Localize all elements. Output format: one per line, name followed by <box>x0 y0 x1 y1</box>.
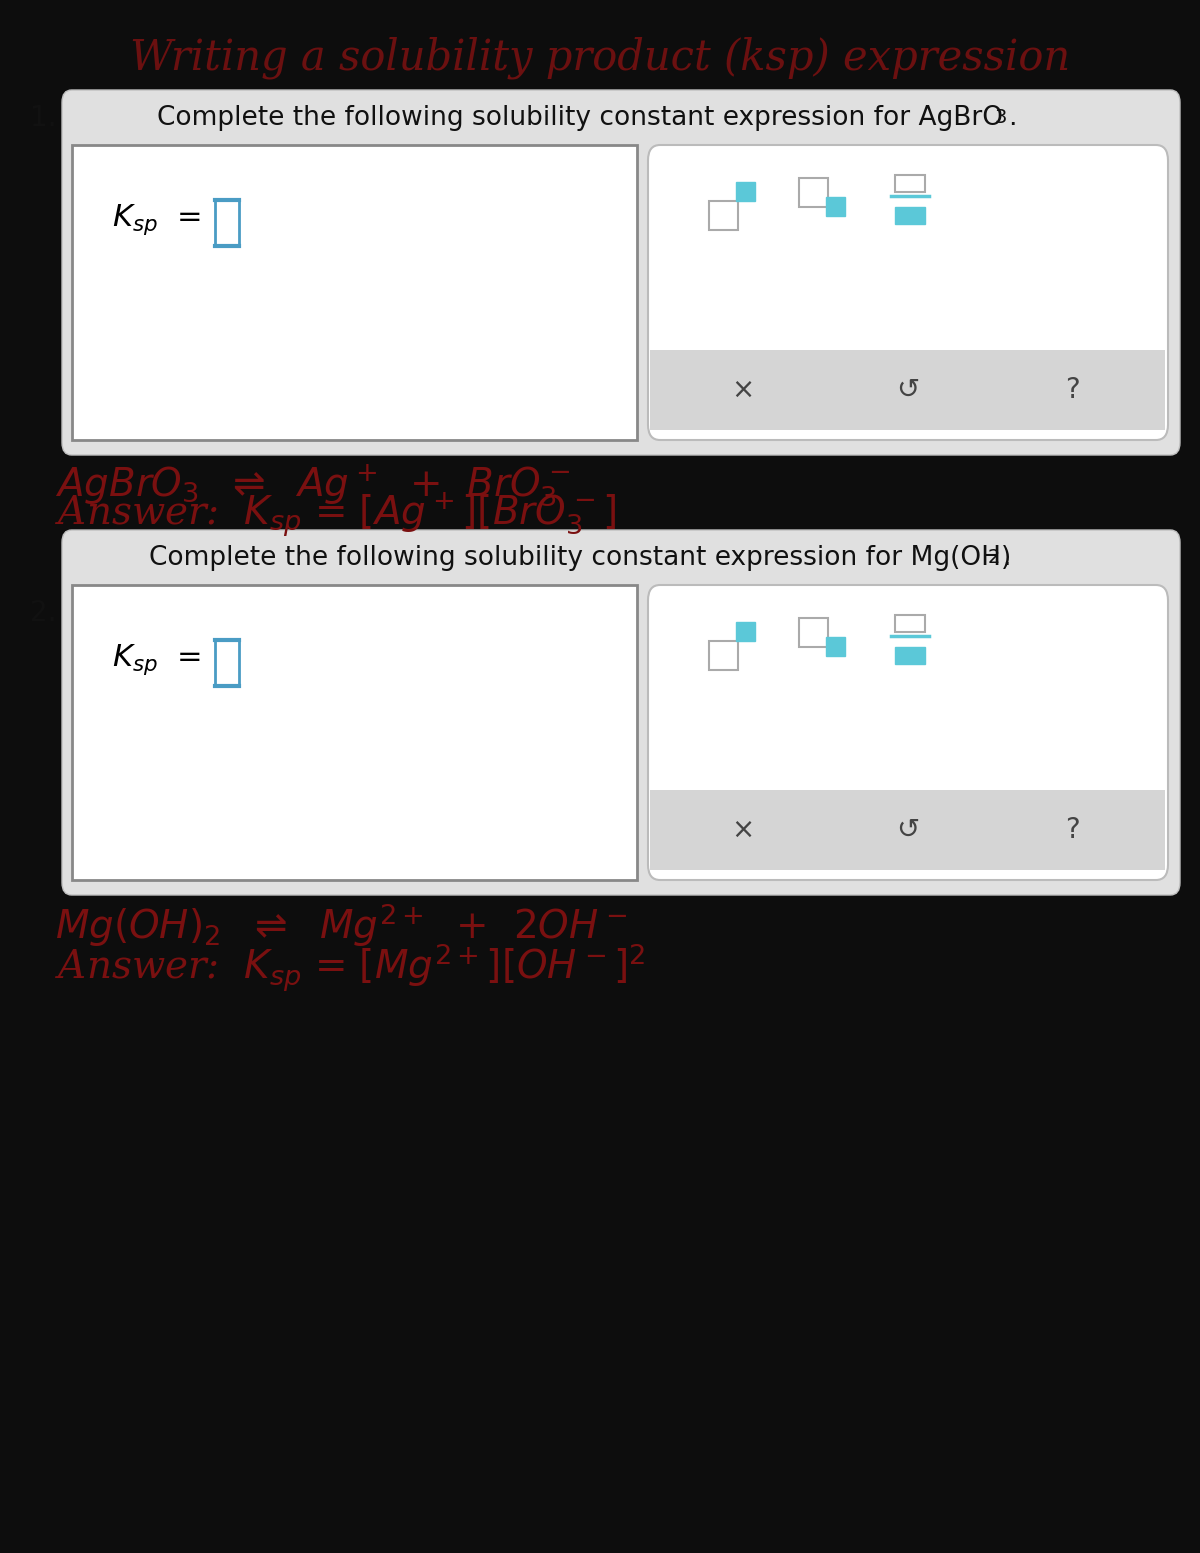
Bar <box>72 585 637 881</box>
Text: Answer:  $K_{sp}$ = $[Mg^{2+}][OH^-]^2$: Answer: $K_{sp}$ = $[Mg^{2+}][OH^-]^2$ <box>55 941 646 994</box>
Text: ?: ? <box>1064 376 1080 404</box>
FancyBboxPatch shape <box>648 585 1168 881</box>
Text: .: . <box>1008 106 1016 130</box>
Text: 2.: 2. <box>30 599 56 627</box>
Bar <box>826 197 845 216</box>
Bar <box>709 202 738 230</box>
Text: $K_{sp}$  =: $K_{sp}$ = <box>112 202 202 238</box>
Bar <box>736 182 755 202</box>
Bar <box>895 207 925 224</box>
Bar <box>72 144 637 439</box>
Bar <box>215 640 239 686</box>
Bar <box>895 648 925 665</box>
Bar <box>650 790 1165 870</box>
Bar <box>709 641 738 669</box>
Bar <box>215 200 239 245</box>
FancyBboxPatch shape <box>648 144 1168 439</box>
FancyBboxPatch shape <box>62 530 1180 895</box>
Text: Complete the following solubility constant expression for Mg(OH): Complete the following solubility consta… <box>149 545 1012 572</box>
Text: Answer:  $K_{sp}$ = $[Ag^+][BrO_3^-]$: Answer: $K_{sp}$ = $[Ag^+][BrO_3^-]$ <box>55 491 617 539</box>
Bar <box>799 179 828 207</box>
Bar <box>826 637 845 657</box>
Text: Writing a solubility product (ksp) expression: Writing a solubility product (ksp) expre… <box>130 37 1070 79</box>
Text: $AgBrO_3$  $\rightleftharpoons$  $Ag^+$  +  $BrO_3^-$: $AgBrO_3$ $\rightleftharpoons$ $Ag^+$ + … <box>55 461 570 508</box>
Bar <box>799 618 828 648</box>
Text: 3: 3 <box>994 109 1007 127</box>
Bar <box>736 623 755 641</box>
Text: ?: ? <box>1064 815 1080 843</box>
Text: 1.: 1. <box>30 104 56 132</box>
Text: Complete the following solubility constant expression for AgBrO: Complete the following solubility consta… <box>157 106 1003 130</box>
Text: ×: × <box>731 376 755 404</box>
FancyBboxPatch shape <box>62 90 1180 455</box>
Bar <box>895 174 925 191</box>
Bar <box>895 615 925 632</box>
Bar <box>650 349 1165 430</box>
Text: ↺: ↺ <box>896 815 919 843</box>
Text: $K_{sp}$  =: $K_{sp}$ = <box>112 643 202 677</box>
Text: 2: 2 <box>988 548 1001 567</box>
Text: ↺: ↺ <box>896 376 919 404</box>
Text: ×: × <box>731 815 755 843</box>
Text: .: . <box>1002 545 1010 572</box>
Text: $Mg(OH)_2$  $\rightleftharpoons$  $Mg^{2+}$  +  $2OH^-$: $Mg(OH)_2$ $\rightleftharpoons$ $Mg^{2+}… <box>55 901 628 949</box>
